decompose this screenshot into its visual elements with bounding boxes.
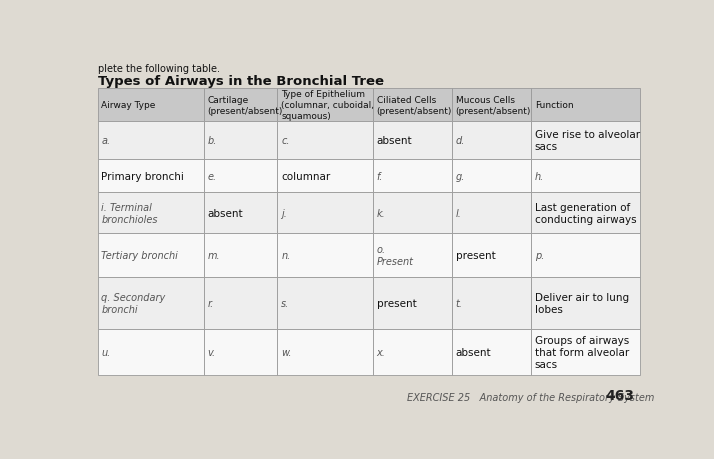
Text: r.: r.	[208, 298, 214, 308]
Text: present: present	[456, 251, 496, 261]
Bar	[373, 159, 452, 193]
Text: Mucous Cells
(present/absent): Mucous Cells (present/absent)	[456, 95, 531, 115]
Bar	[98, 329, 203, 375]
Bar	[278, 159, 373, 193]
Text: q. Secondary
bronchi: q. Secondary bronchi	[101, 292, 166, 314]
Bar	[531, 159, 640, 193]
Bar	[531, 89, 640, 122]
Bar	[98, 193, 203, 234]
Bar	[278, 234, 373, 278]
Text: x.: x.	[377, 347, 386, 357]
Text: s.: s.	[281, 298, 289, 308]
Bar	[531, 122, 640, 159]
Bar	[452, 329, 531, 375]
Text: Groups of airways
that form alveolar
sacs: Groups of airways that form alveolar sac…	[535, 335, 629, 369]
Bar	[531, 234, 640, 278]
Text: present: present	[377, 298, 416, 308]
Bar	[278, 193, 373, 234]
Text: Cartilage
(present/absent): Cartilage (present/absent)	[208, 95, 283, 115]
Bar	[98, 122, 203, 159]
Text: absent: absent	[208, 208, 243, 218]
Text: EXERCISE 25   Anatomy of the Respiratory System: EXERCISE 25 Anatomy of the Respiratory S…	[408, 392, 655, 402]
Bar	[373, 278, 452, 329]
Bar	[98, 159, 203, 193]
Text: Ciliated Cells
(present/absent): Ciliated Cells (present/absent)	[377, 95, 452, 115]
Bar	[203, 193, 278, 234]
Text: absent: absent	[456, 347, 491, 357]
Bar	[203, 278, 278, 329]
Text: c.: c.	[281, 136, 290, 146]
Text: i. Terminal
bronchioles: i. Terminal bronchioles	[101, 202, 158, 224]
Text: 463: 463	[605, 388, 634, 402]
Text: plete the following table.: plete the following table.	[98, 64, 219, 74]
Bar	[531, 329, 640, 375]
Text: g.: g.	[456, 171, 465, 181]
Text: Deliver air to lung
lobes: Deliver air to lung lobes	[535, 292, 629, 314]
Bar	[373, 89, 452, 122]
Bar	[98, 89, 203, 122]
Bar	[98, 278, 203, 329]
Bar	[203, 234, 278, 278]
Text: w.: w.	[281, 347, 292, 357]
Text: absent: absent	[377, 136, 412, 146]
Text: Primary bronchi: Primary bronchi	[101, 171, 184, 181]
Bar	[531, 278, 640, 329]
Bar	[452, 122, 531, 159]
Text: Type of Epithelium
(columnar, cuboidal,
squamous): Type of Epithelium (columnar, cuboidal, …	[281, 90, 374, 121]
Bar	[203, 122, 278, 159]
Bar	[452, 159, 531, 193]
Text: a.: a.	[101, 136, 111, 146]
Text: Types of Airways in the Bronchial Tree: Types of Airways in the Bronchial Tree	[98, 74, 383, 88]
Bar	[373, 234, 452, 278]
Text: m.: m.	[208, 251, 221, 261]
Bar	[531, 193, 640, 234]
Text: columnar: columnar	[281, 171, 331, 181]
Bar	[203, 159, 278, 193]
Text: Give rise to alveolar
sacs: Give rise to alveolar sacs	[535, 130, 640, 152]
Bar	[98, 234, 203, 278]
Text: l.: l.	[456, 208, 461, 218]
Bar	[373, 329, 452, 375]
Text: b.: b.	[208, 136, 217, 146]
Bar	[373, 193, 452, 234]
Bar	[452, 278, 531, 329]
Text: p.: p.	[535, 251, 544, 261]
Bar	[452, 193, 531, 234]
Text: t.: t.	[456, 298, 463, 308]
Bar	[452, 234, 531, 278]
Text: d.: d.	[456, 136, 465, 146]
Text: Tertiary bronchi: Tertiary bronchi	[101, 251, 178, 261]
Text: Function: Function	[535, 101, 573, 110]
Text: u.: u.	[101, 347, 111, 357]
Text: k.: k.	[377, 208, 386, 218]
Bar	[278, 329, 373, 375]
Text: j.: j.	[281, 208, 287, 218]
Text: f.: f.	[377, 171, 383, 181]
Text: h.: h.	[535, 171, 544, 181]
Text: n.: n.	[281, 251, 291, 261]
Bar	[373, 122, 452, 159]
Bar	[203, 329, 278, 375]
Bar	[278, 278, 373, 329]
Text: Airway Type: Airway Type	[101, 101, 156, 110]
Bar	[203, 89, 278, 122]
Text: v.: v.	[208, 347, 216, 357]
Text: e.: e.	[208, 171, 217, 181]
Bar	[278, 89, 373, 122]
Text: o.
Present: o. Present	[377, 245, 413, 267]
Bar	[452, 89, 531, 122]
Text: Last generation of
conducting airways: Last generation of conducting airways	[535, 202, 636, 224]
Bar	[278, 122, 373, 159]
